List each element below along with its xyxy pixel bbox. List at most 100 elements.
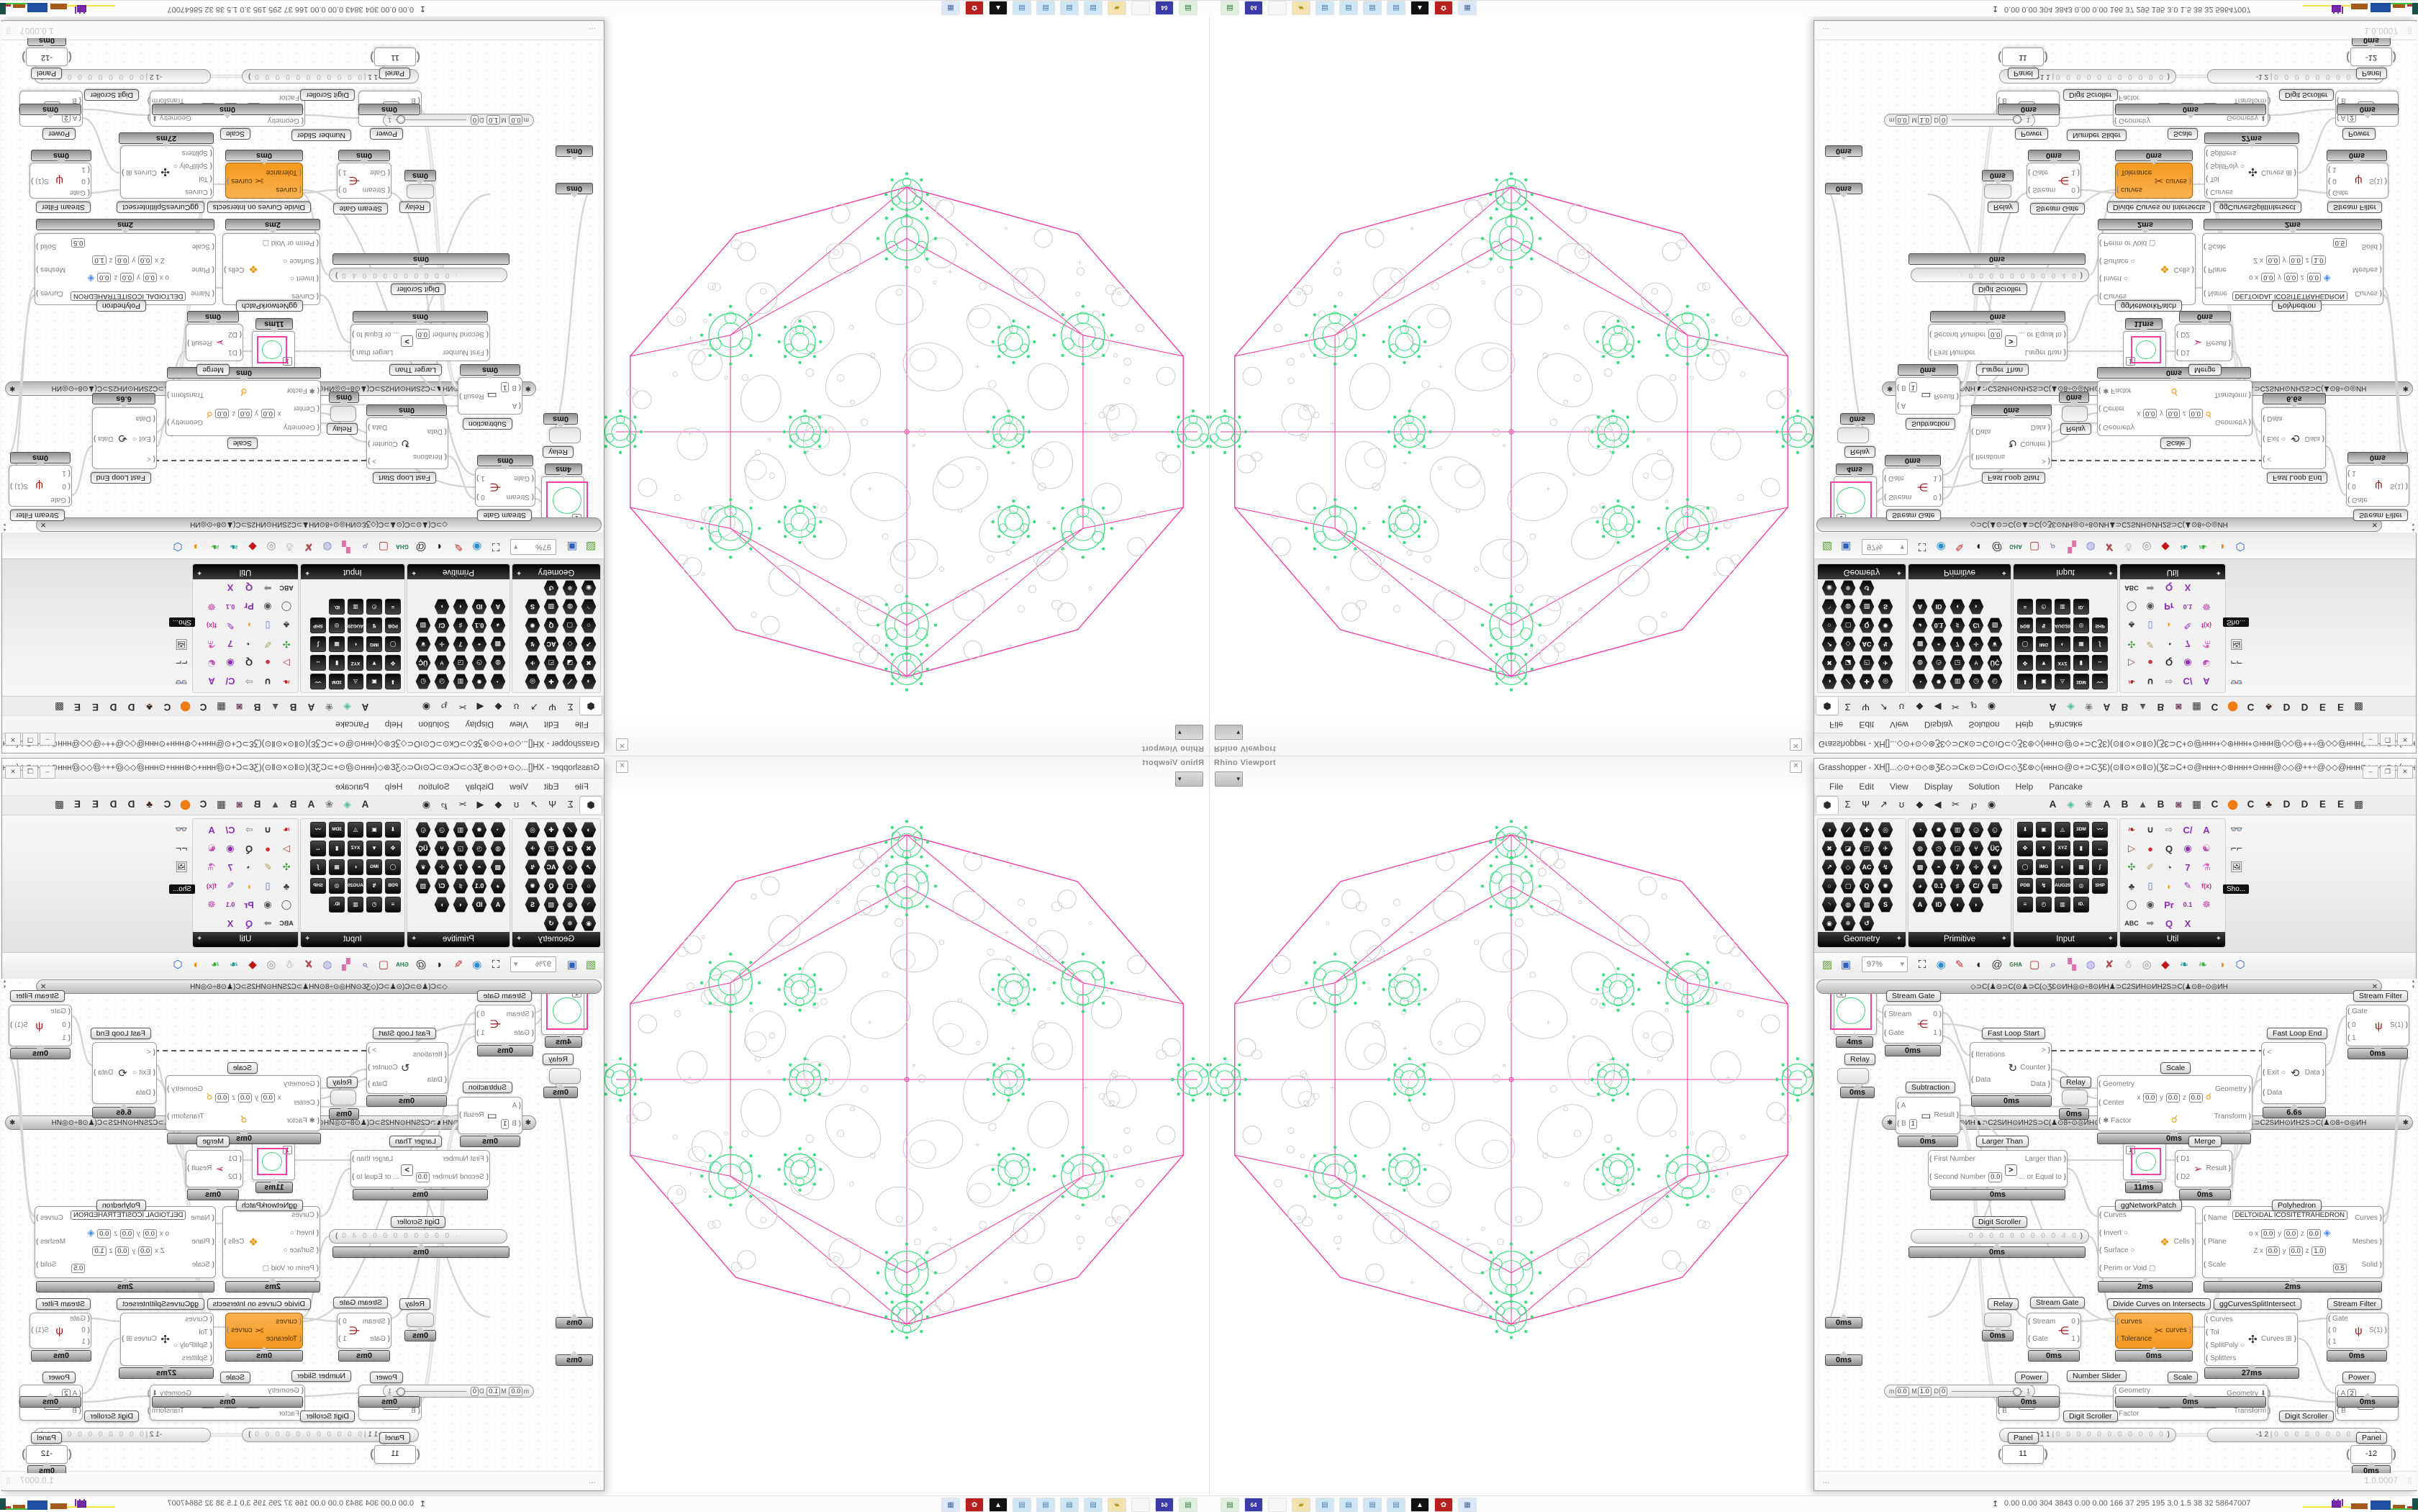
palette-icon-input-18[interactable]: ◎ — [2072, 616, 2091, 635]
palette-group-label[interactable]: Geometry ✦ — [1818, 564, 1906, 579]
tab-plugin-7[interactable]: ◙ — [236, 799, 243, 810]
palette-icon-geometry-0[interactable]: ◑ — [1820, 820, 1839, 839]
palette-group-label[interactable]: Geometry ✦ — [512, 564, 600, 579]
palette-icon-geometry-8[interactable]: ↗ — [1820, 635, 1839, 653]
menu-help[interactable]: Help — [384, 782, 403, 792]
palette-icon-util-8[interactable]: ◉ — [2178, 653, 2197, 672]
palette-icon-input-20[interactable]: ≡ — [384, 597, 402, 616]
panel-minus12[interactable]: (-12) — [2346, 47, 2396, 66]
palette-icon-geometry-22[interactable]: ↺ — [542, 914, 561, 933]
tab-plugin-12[interactable]: ♣ — [2265, 702, 2272, 712]
palette-icon-primitive-9[interactable]: ÜÇ — [414, 653, 433, 672]
palette-icon-util-4[interactable]: A — [2197, 820, 2216, 839]
tab-category-8[interactable]: ℘ — [440, 702, 448, 712]
label-capsule-stream-gate[interactable]: Stream Gate — [477, 510, 532, 521]
palette-extra-icon-0[interactable]: 👓 — [2230, 823, 2243, 835]
tab-plugin-12[interactable]: ♣ — [146, 799, 153, 810]
palette-icon-geometry-14[interactable]: Q — [542, 877, 561, 895]
tab-category-4[interactable]: ʊ — [513, 702, 520, 712]
label-capsule-scale[interactable]: Scale — [219, 128, 250, 140]
palette-icon-primitive-15[interactable]: ◕ — [489, 616, 507, 635]
node-stream-gate-2[interactable]: ( Stream( Gate ⋲ 0 ) 1 ) — [337, 163, 391, 199]
tab-category-5[interactable]: ◆ — [494, 799, 502, 810]
taskbar-icon-notepad-1[interactable]: ▤ — [1316, 1, 1334, 15]
hex-blue-icon[interactable]: ⬡ — [2235, 540, 2245, 553]
label-capsule-panel[interactable]: Panel — [2356, 1432, 2387, 1444]
zoom-level-combo[interactable]: 97% — [1862, 539, 1908, 555]
leaf-green-icon[interactable]: ❧ — [2198, 540, 2208, 553]
tab-category-6[interactable]: ◀ — [1934, 799, 1942, 810]
half-orange-icon[interactable]: ◑ — [2218, 540, 2225, 553]
palette-icon-util-5[interactable]: ▷ — [2122, 653, 2141, 672]
menu-help[interactable]: Help — [384, 720, 403, 730]
palette-icon-input-14[interactable]: ∫ — [309, 858, 327, 877]
palette-icon-input-7[interactable]: XYZ — [346, 653, 365, 672]
tab-plugin-13[interactable]: D — [2283, 799, 2291, 810]
palette-icon-input-2[interactable]: ◬ — [346, 820, 365, 839]
palette-icon-primitive-17[interactable]: ♯ — [451, 877, 470, 895]
label-capsule-digit-scroller[interactable]: Digit Scroller — [84, 89, 139, 101]
tab-plugin-3[interactable]: A — [2103, 799, 2111, 810]
palette-icon-primitive-16[interactable]: 0.1 — [470, 877, 489, 895]
palette-icon-primitive-22[interactable]: ◖ — [1948, 597, 1967, 616]
tab-plugin-15[interactable]: E — [92, 799, 99, 810]
palette-icon-input-12[interactable]: ◐ — [2053, 858, 2072, 877]
menu-view[interactable]: View — [510, 782, 528, 792]
palette-icon-util-27[interactable]: Q — [240, 914, 258, 933]
tab-plugin-6[interactable]: B — [253, 799, 261, 810]
palette-icon-util-11[interactable]: ✐ — [2141, 635, 2160, 653]
close-button[interactable]: ✕ — [2397, 733, 2413, 746]
label-capsule-panel[interactable]: Panel — [31, 1432, 62, 1444]
label-capsule-digit-scroller[interactable]: Digit Scroller — [2279, 89, 2334, 101]
palette-icon-util-22[interactable]: Pr — [240, 597, 258, 616]
node-stream-gate-1[interactable]: ( Stream( Gate ⋲ 0 ) 1 ) — [475, 1005, 535, 1044]
taskbar-icon-floppy-64[interactable]: 64 — [1155, 1498, 1174, 1512]
digit-scroller-wide[interactable]: · 0 0 0 0 0 0 0 0 0 4 0 ) — [329, 1229, 507, 1244]
palette-icon-util-24[interactable]: ☸ — [2197, 597, 2216, 616]
palette-icon-input-6[interactable]: ▼ — [2034, 653, 2053, 672]
palette-icon-util-21[interactable]: ◉ — [258, 895, 277, 914]
palette-icon-input-8[interactable]: ▮ — [2072, 839, 2091, 858]
palette-icon-primitive-19[interactable]: ▨ — [414, 616, 433, 635]
palette-icon-util-13[interactable]: 7 — [2178, 858, 2197, 877]
taskbar-icon-notepad-2[interactable]: ▤ — [1339, 1498, 1358, 1512]
palette-icon-primitive-0[interactable]: ◔ — [1911, 820, 1929, 839]
palette-icon-primitive-18[interactable]: C/ — [1967, 877, 1985, 895]
palette-icon-geometry-7[interactable]: ✈ — [523, 653, 542, 672]
palette-icon-primitive-0[interactable]: ◔ — [489, 672, 507, 691]
label-capsule-relay[interactable]: Relay — [1988, 1298, 2019, 1310]
speaker-icon[interactable]: ◖ — [1975, 959, 1982, 971]
tab-plugin-1[interactable]: ◈ — [343, 702, 351, 712]
palette-icon-util-4[interactable]: A — [2197, 672, 2216, 691]
palette-icon-input-11[interactable]: IMG — [365, 858, 384, 877]
palette-icon-geometry-20[interactable]: ◉ — [1820, 579, 1839, 597]
tab-plugin-0[interactable]: A — [2049, 702, 2057, 712]
panel-11[interactable]: (11) — [370, 1445, 420, 1464]
label-capsule-power[interactable]: Power — [2015, 128, 2048, 140]
node-larger-than[interactable]: ( First Number( Second Number 0.0 > Larger… — [1928, 1150, 2068, 1187]
node-stream-filter-2[interactable]: ( Gate( 0( 1 ψ S(1) ) — [30, 1313, 91, 1349]
palette-icon-util-23[interactable]: 0.1 — [221, 597, 240, 616]
palette-icon-geometry-7[interactable]: ✈ — [1876, 653, 1895, 672]
sketch-pen-icon[interactable]: ✎ — [1955, 959, 1965, 971]
palette-icon-input-19[interactable]: SHP — [2091, 616, 2109, 635]
palette-icon-util-15[interactable]: ♣ — [2122, 877, 2141, 895]
leaf-teal-icon[interactable]: ❧ — [2179, 959, 2189, 971]
palette-icon-primitive-3[interactable]: ◶ — [433, 820, 451, 839]
palette-group-label[interactable]: Util ✦ — [2120, 932, 2225, 947]
zoom-extents-icon[interactable]: ⛶ — [1918, 540, 1926, 553]
palette-icon-util-28[interactable]: X — [221, 579, 240, 597]
palette-icon-primitive-4[interactable]: ◵ — [414, 820, 433, 839]
resize-grip-icon[interactable]: ⣿ — [6, 27, 11, 35]
zoom-extents-icon[interactable]: ⛶ — [492, 959, 500, 971]
palette-icon-input-18[interactable]: ◎ — [2072, 877, 2091, 895]
palette-icon-util-1[interactable]: ∪ — [2141, 820, 2160, 839]
palette-icon-util-19[interactable]: f(x) — [202, 616, 221, 635]
palette-group-label[interactable]: Input ✦ — [2014, 932, 2117, 947]
palette-icon-input-23[interactable]: ID. — [327, 597, 346, 616]
palette-extra-icon-1[interactable]: ⌐⌐ — [2230, 842, 2243, 854]
taskbar-icon-notepad-1[interactable]: ▤ — [1084, 1, 1102, 15]
palette-icon-primitive-11[interactable]: ◓ — [1929, 858, 1948, 877]
snowman-icon[interactable]: ☃ — [285, 959, 295, 971]
